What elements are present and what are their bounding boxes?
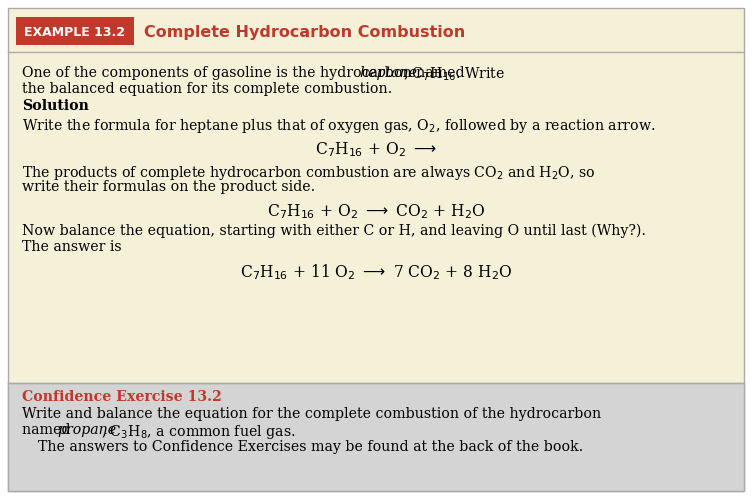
Text: EXAMPLE 13.2: EXAMPLE 13.2 xyxy=(25,26,126,39)
Text: C$_7$H$_{16}$ + O$_2$ $\longrightarrow$ CO$_2$ + H$_2$O: C$_7$H$_{16}$ + O$_2$ $\longrightarrow$ … xyxy=(267,201,485,220)
Text: C$_7$H$_{16}$ + O$_2$ $\longrightarrow$: C$_7$H$_{16}$ + O$_2$ $\longrightarrow$ xyxy=(315,140,437,158)
Text: The answer is: The answer is xyxy=(22,239,122,254)
FancyBboxPatch shape xyxy=(8,9,744,491)
FancyBboxPatch shape xyxy=(8,383,744,491)
Text: write their formulas on the product side.: write their formulas on the product side… xyxy=(22,180,315,193)
Text: the balanced equation for its complete combustion.: the balanced equation for its complete c… xyxy=(22,82,393,96)
Text: Now balance the equation, starting with either C or H, and leaving O until last : Now balance the equation, starting with … xyxy=(22,223,646,238)
FancyBboxPatch shape xyxy=(16,18,134,46)
Text: Complete Hydrocarbon Combustion: Complete Hydrocarbon Combustion xyxy=(144,25,465,40)
Text: , C$_3$H$_8$, a common fuel gas.: , C$_3$H$_8$, a common fuel gas. xyxy=(101,422,296,440)
Text: , C$_7$H$_{16}$. Write: , C$_7$H$_{16}$. Write xyxy=(403,66,505,83)
Text: propane: propane xyxy=(57,422,116,436)
Text: One of the components of gasoline is the hydrocarbon named: One of the components of gasoline is the… xyxy=(22,66,469,80)
Text: Write the formula for heptane plus that of oxygen gas, O$_2$, followed by a reac: Write the formula for heptane plus that … xyxy=(22,117,656,135)
Text: Write and balance the equation for the complete combustion of the hydrocarbon: Write and balance the equation for the c… xyxy=(22,406,601,420)
Text: The products of complete hydrocarbon combustion are always CO$_2$ and H$_2$O, so: The products of complete hydrocarbon com… xyxy=(22,164,596,182)
Text: Confidence Exercise 13.2: Confidence Exercise 13.2 xyxy=(22,389,222,403)
Text: C$_7$H$_{16}$ + 11 O$_2$ $\longrightarrow$ 7 CO$_2$ + 8 H$_2$O: C$_7$H$_{16}$ + 11 O$_2$ $\longrightarro… xyxy=(240,262,512,281)
Text: The answers to Confidence Exercises may be found at the back of the book.: The answers to Confidence Exercises may … xyxy=(38,439,584,453)
Text: heptane: heptane xyxy=(359,66,417,80)
Text: named: named xyxy=(22,422,75,436)
Text: Solution: Solution xyxy=(22,99,89,113)
